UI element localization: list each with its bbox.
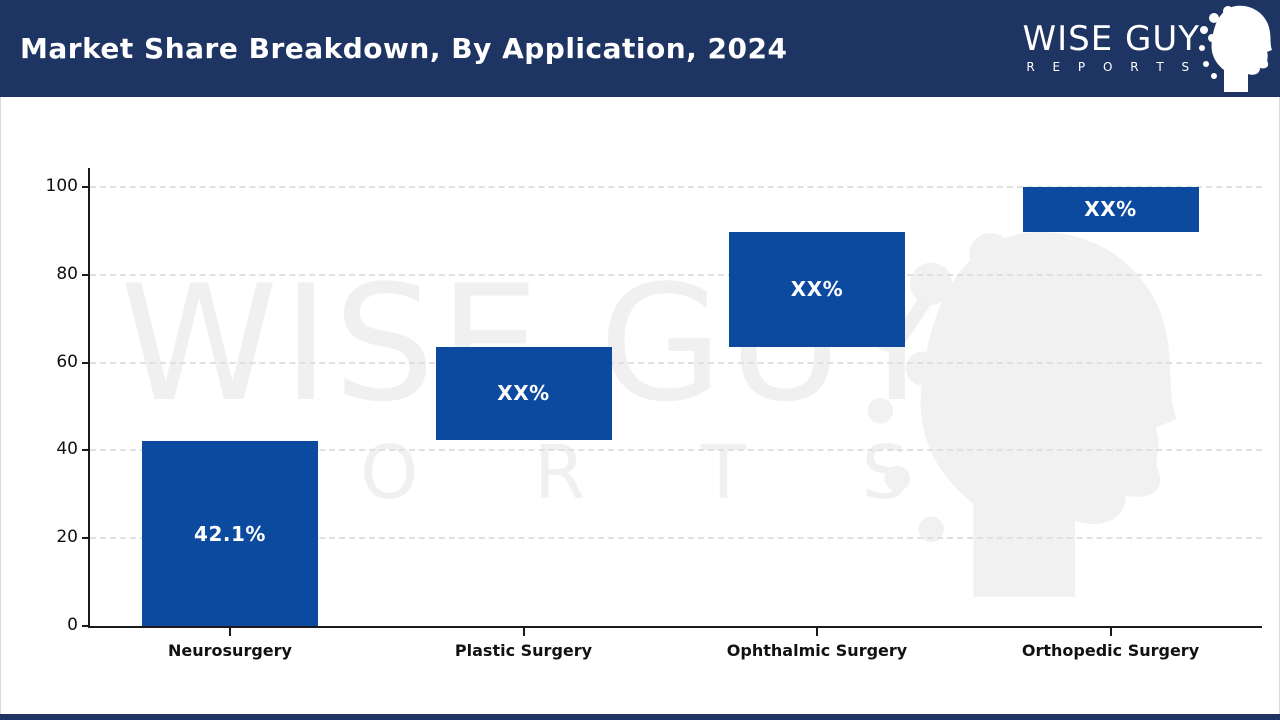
x-axis-line — [88, 626, 1262, 628]
bar-value-label: 42.1% — [194, 521, 266, 546]
bar: XX% — [435, 346, 612, 440]
wise-guy-reports-logo: WISE GUY R E P O R T S — [1020, 0, 1272, 97]
bar: XX% — [729, 231, 905, 347]
category-label: Orthopedic Surgery — [1021, 641, 1200, 660]
y-axis-tick — [82, 537, 90, 540]
x-axis-tick — [522, 628, 525, 636]
category-label: Plastic Surgery — [454, 641, 593, 660]
logo-subtitle: R E P O R T S — [1026, 60, 1197, 74]
gridline — [90, 186, 1262, 188]
y-axis-tick — [82, 449, 90, 452]
gridline — [90, 537, 1262, 540]
y-axis-tick-label: 0 — [67, 615, 78, 635]
bar: 42.1% — [142, 441, 318, 626]
y-axis-tick — [82, 273, 90, 276]
y-axis-line — [88, 168, 90, 628]
x-axis-tick — [816, 628, 818, 636]
logo-text: WISE GUY R E P O R T S — [1022, 22, 1200, 74]
watermark-subtext: P O R T S — [200, 430, 955, 516]
bar-value-label: XX% — [1084, 197, 1137, 222]
bar-value-label: XX% — [790, 277, 844, 302]
y-axis-tick — [82, 186, 90, 188]
bar-value-label: XX% — [497, 381, 550, 406]
y-axis-tick-label: 60 — [56, 351, 78, 372]
y-axis-tick — [82, 625, 90, 627]
x-axis-tick — [1109, 628, 1112, 636]
y-axis-tick-label: 80 — [56, 263, 78, 284]
category-label: Neurosurgery — [168, 641, 292, 660]
gridline — [90, 449, 1262, 452]
page-title: Market Share Breakdown, By Application, … — [20, 32, 788, 65]
footer-bar — [0, 714, 1280, 720]
bar: XX% — [1022, 187, 1199, 232]
gridline — [90, 273, 1262, 276]
logo-wordmark: WISE GUY — [1022, 19, 1200, 59]
gridline — [90, 361, 1262, 364]
y-axis-tick-label: 20 — [56, 527, 78, 548]
category-label: Ophthalmic Surgery — [726, 641, 908, 660]
dotted-head-profile-icon — [1199, 5, 1272, 93]
dotted-head-profile-watermark — [867, 232, 1177, 597]
y-axis-tick-label: 40 — [56, 439, 78, 460]
y-axis-tick-label: 100 — [45, 176, 78, 196]
header-bar: Market Share Breakdown, By Application, … — [0, 0, 1280, 97]
x-axis-tick — [229, 628, 231, 636]
y-axis-tick — [82, 361, 90, 364]
